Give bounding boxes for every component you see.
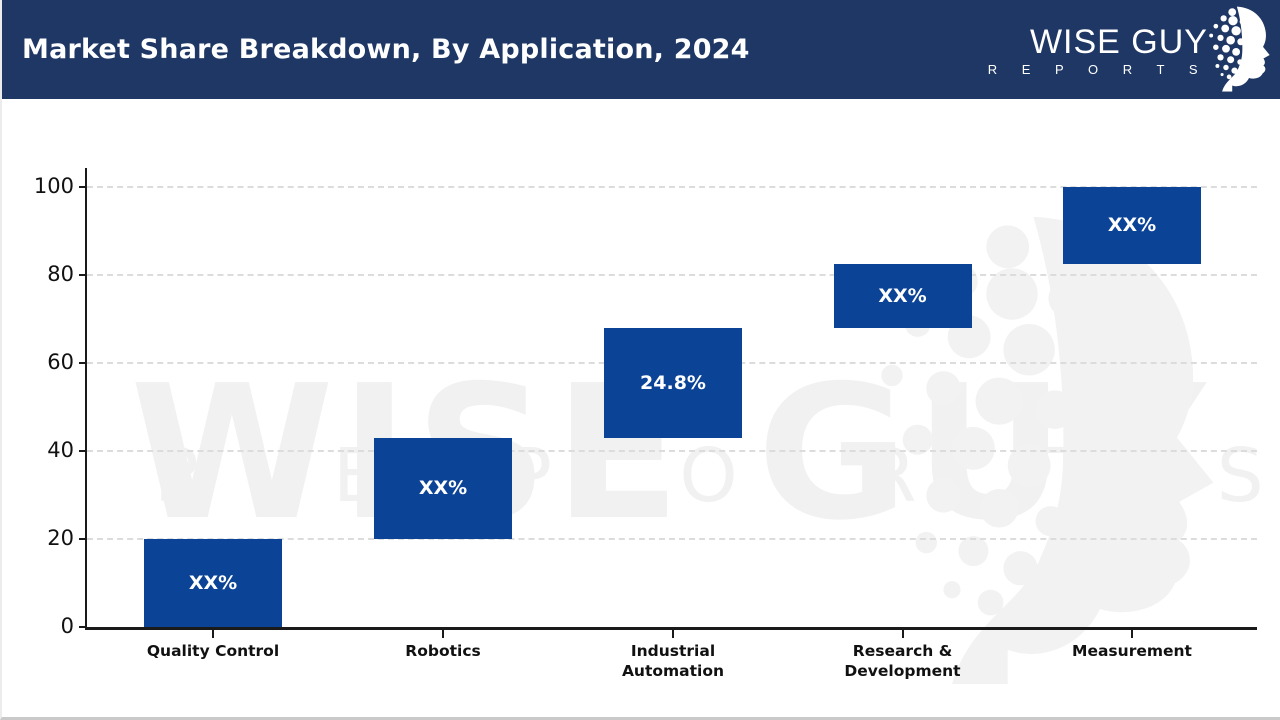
bar-quality-control: XX% [144, 538, 282, 627]
wise-guy-logo: WISE GUY R E P O R T S [984, 4, 1272, 92]
bar-industrial-automation: 24.8% [604, 328, 742, 438]
y-tick-label-80: 80 [47, 261, 74, 286]
y-tick-label-60: 60 [47, 349, 74, 374]
y-tick-label-40: 40 [47, 437, 74, 462]
bar-robotics: XX% [374, 437, 512, 539]
y-tick-80 [79, 273, 87, 276]
bar-research-development: XX% [833, 264, 972, 329]
y-tick-40 [79, 449, 87, 452]
bar-measurement: XX% [1063, 186, 1201, 265]
bar-value-label: XX% [1107, 214, 1157, 237]
bar-value-label: XX% [878, 285, 927, 308]
y-tick-label-0: 0 [60, 614, 74, 638]
x-tick-0 [212, 630, 214, 638]
y-tick-100 [79, 185, 87, 188]
category-label-3: Research & Development [844, 642, 961, 680]
logo-subword: R E P O R T S [987, 62, 1208, 77]
y-tick-0 [79, 626, 87, 628]
logo-wordmark: WISE GUY R E P O R T S [984, 25, 1208, 77]
gridline-80 [87, 273, 1257, 276]
bar-value-label: XX% [188, 571, 238, 594]
gridline-20 [87, 537, 1257, 540]
x-tick-1 [442, 630, 444, 638]
bar-value-label: XX% [418, 477, 468, 500]
y-tick-60 [79, 361, 87, 364]
x-tick-4 [1131, 630, 1133, 638]
x-tick-3 [901, 630, 904, 638]
y-tick-20 [79, 537, 87, 540]
x-tick-2 [672, 630, 674, 638]
y-tick-label-100: 100 [33, 173, 74, 198]
header-bar: Market Share Breakdown, By Application, … [2, 0, 1280, 99]
category-label-2: Industrial Automation [621, 642, 725, 680]
bar-value-label: 24.8% [640, 371, 706, 394]
category-label-4: Measurement [1072, 642, 1192, 660]
chart-area: WISE GUY R E P O R T S 0 20 40 60 80 100 XX% Qu… [2, 99, 1280, 717]
category-label-1: Robotics [405, 642, 481, 660]
logo-word: WISE GUY [1029, 23, 1208, 61]
gridline-40 [87, 449, 1257, 452]
logo-face-icon [1194, 4, 1272, 92]
y-tick-label-20: 20 [47, 525, 74, 550]
x-axis-line [85, 627, 1257, 630]
category-label-0: Quality Control [146, 642, 280, 660]
page-title: Market Share Breakdown, By Application, … [22, 34, 750, 65]
gridline-100 [87, 185, 1257, 188]
y-axis-line [85, 168, 87, 627]
